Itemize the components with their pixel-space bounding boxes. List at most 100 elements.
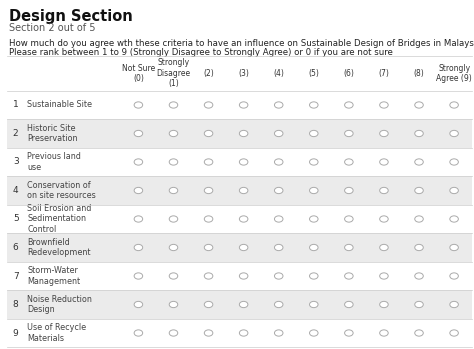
Bar (7, 119, 472, 148)
Circle shape (450, 273, 458, 279)
Circle shape (310, 273, 318, 279)
Circle shape (204, 301, 213, 308)
Circle shape (380, 301, 388, 308)
Circle shape (345, 273, 353, 279)
Circle shape (204, 159, 213, 165)
Circle shape (415, 102, 423, 108)
Circle shape (380, 159, 388, 165)
Circle shape (239, 301, 248, 308)
Circle shape (274, 131, 283, 137)
Text: 1: 1 (13, 101, 18, 110)
Text: (8): (8) (414, 69, 424, 78)
Circle shape (274, 159, 283, 165)
Circle shape (274, 102, 283, 108)
Circle shape (134, 273, 143, 279)
Circle shape (239, 159, 248, 165)
Circle shape (345, 330, 353, 336)
Text: Design Section: Design Section (9, 9, 133, 24)
Circle shape (345, 244, 353, 251)
Circle shape (169, 330, 178, 336)
Circle shape (310, 102, 318, 108)
Circle shape (345, 216, 353, 222)
Circle shape (310, 301, 318, 308)
Circle shape (310, 131, 318, 137)
Circle shape (134, 187, 143, 194)
Circle shape (345, 102, 353, 108)
Circle shape (204, 216, 213, 222)
Circle shape (274, 216, 283, 222)
Circle shape (239, 273, 248, 279)
Circle shape (239, 131, 248, 137)
Text: (2): (2) (203, 69, 214, 78)
Bar (7, 91, 472, 119)
Circle shape (345, 131, 353, 137)
Bar (7, 233, 472, 262)
Circle shape (450, 102, 458, 108)
Circle shape (274, 301, 283, 308)
Circle shape (380, 273, 388, 279)
Circle shape (345, 159, 353, 165)
Text: (4): (4) (273, 69, 284, 78)
Circle shape (450, 159, 458, 165)
Circle shape (204, 330, 213, 336)
Circle shape (380, 330, 388, 336)
Circle shape (450, 244, 458, 251)
Circle shape (415, 216, 423, 222)
Circle shape (204, 131, 213, 137)
Bar (7, 319, 472, 347)
Text: 2: 2 (13, 129, 18, 138)
Circle shape (415, 330, 423, 336)
Circle shape (204, 273, 213, 279)
Circle shape (204, 102, 213, 108)
Circle shape (310, 159, 318, 165)
Text: 9: 9 (13, 328, 18, 337)
Bar (7, 148, 472, 176)
Text: 3: 3 (13, 157, 18, 166)
Circle shape (380, 244, 388, 251)
Text: Section 2 out of 5: Section 2 out of 5 (9, 23, 96, 33)
Circle shape (169, 131, 178, 137)
Circle shape (169, 187, 178, 194)
Circle shape (134, 301, 143, 308)
Bar (7, 205, 472, 233)
Circle shape (239, 330, 248, 336)
Circle shape (450, 187, 458, 194)
Text: Use of Recycle
Materials: Use of Recycle Materials (27, 323, 86, 343)
Bar (7, 176, 472, 205)
Text: Strongly
Agree (9): Strongly Agree (9) (436, 64, 472, 83)
Text: (3): (3) (238, 69, 249, 78)
Text: Previous land
use: Previous land use (27, 152, 81, 172)
Circle shape (239, 102, 248, 108)
Text: Strongly
Disagree
(1): Strongly Disagree (1) (156, 58, 191, 88)
Circle shape (380, 131, 388, 137)
Circle shape (415, 131, 423, 137)
Circle shape (380, 102, 388, 108)
Circle shape (169, 301, 178, 308)
Text: 6: 6 (13, 243, 18, 252)
Text: (6): (6) (344, 69, 354, 78)
Text: Soil Erosion and
Sedimentation
Control: Soil Erosion and Sedimentation Control (27, 204, 91, 234)
Circle shape (310, 244, 318, 251)
Text: Storm-Water
Management: Storm-Water Management (27, 266, 80, 286)
Circle shape (450, 216, 458, 222)
Circle shape (239, 244, 248, 251)
Circle shape (345, 301, 353, 308)
Bar (7, 56, 472, 91)
Circle shape (415, 244, 423, 251)
Circle shape (134, 216, 143, 222)
Circle shape (134, 244, 143, 251)
Circle shape (169, 159, 178, 165)
Circle shape (380, 187, 388, 194)
Circle shape (169, 244, 178, 251)
Circle shape (274, 187, 283, 194)
Bar (7, 262, 472, 290)
Text: (7): (7) (379, 69, 389, 78)
Circle shape (345, 187, 353, 194)
Circle shape (310, 187, 318, 194)
Circle shape (134, 159, 143, 165)
Circle shape (415, 301, 423, 308)
Text: Noise Reduction
Design: Noise Reduction Design (27, 295, 92, 314)
Circle shape (415, 159, 423, 165)
Circle shape (310, 216, 318, 222)
Circle shape (134, 102, 143, 108)
